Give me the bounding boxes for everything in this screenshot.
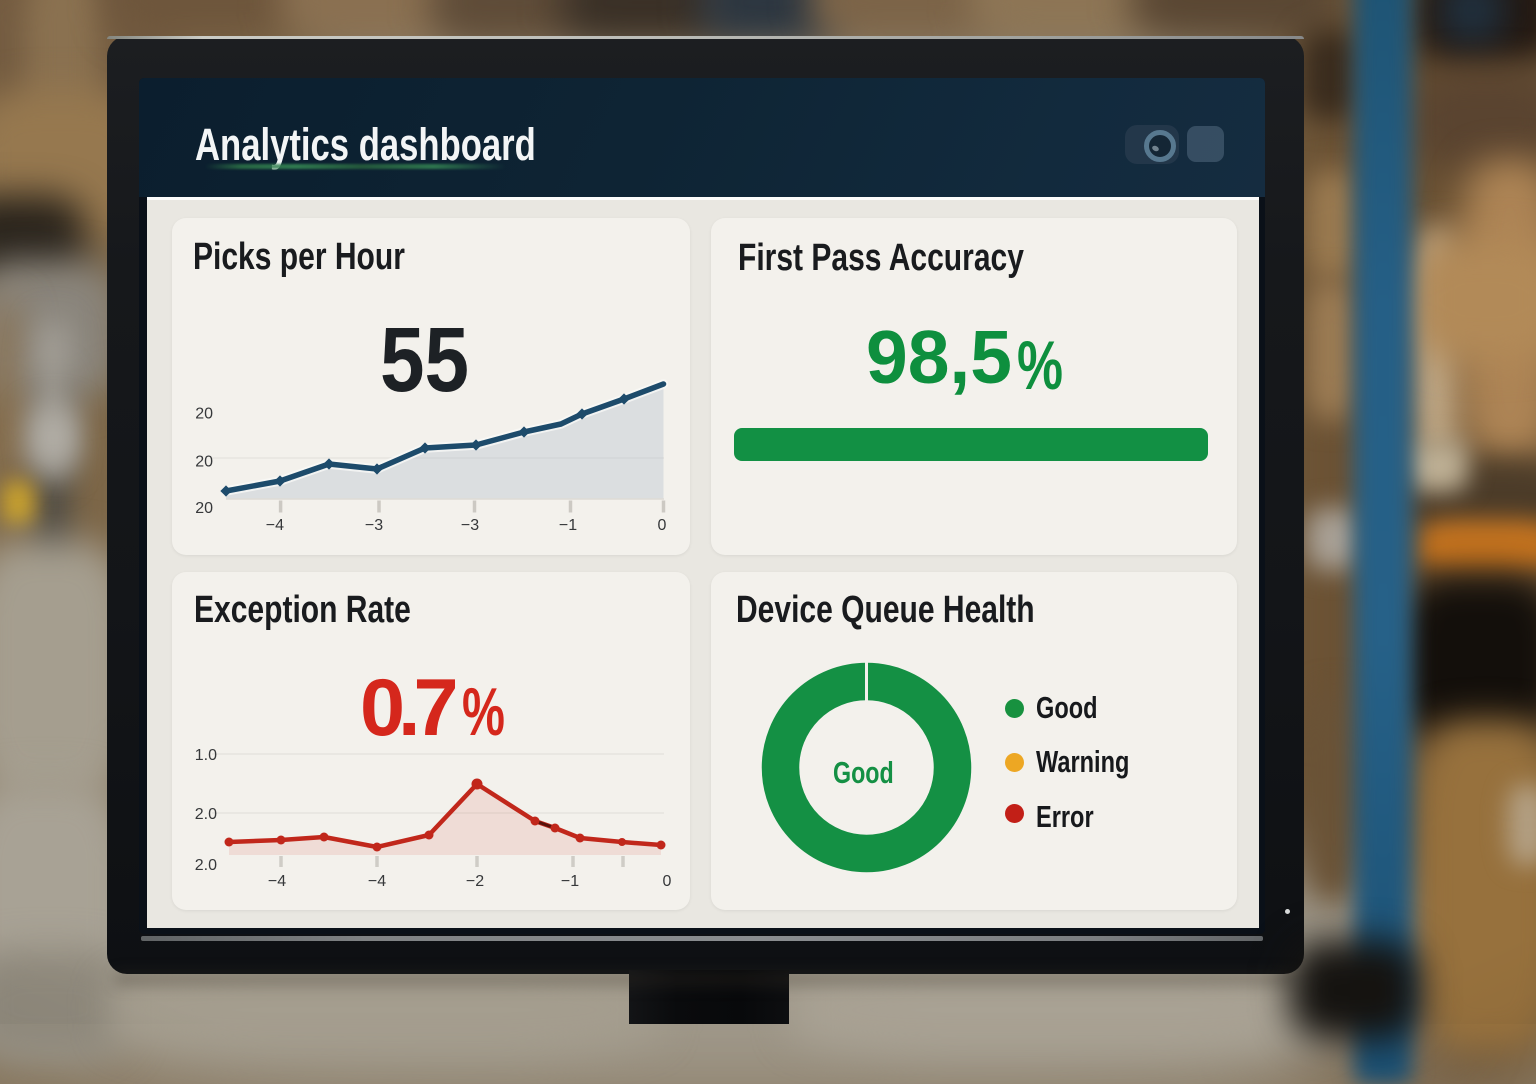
- svg-text:−3: −3: [365, 517, 383, 534]
- svg-text:2.0: 2.0: [195, 806, 217, 823]
- svg-text:20: 20: [195, 406, 213, 423]
- svg-text:20: 20: [195, 453, 213, 470]
- svg-text:−1: −1: [561, 873, 579, 890]
- svg-text:−2: −2: [466, 873, 484, 890]
- svg-text:−4: −4: [268, 873, 286, 890]
- svg-text:0: 0: [663, 873, 672, 890]
- svg-text:0: 0: [658, 517, 667, 534]
- svg-text:20: 20: [195, 500, 213, 517]
- svg-text:2.0: 2.0: [195, 857, 217, 874]
- svg-text:1.0: 1.0: [195, 747, 217, 764]
- svg-text:−3: −3: [461, 517, 479, 534]
- svg-text:−4: −4: [266, 517, 284, 534]
- svg-text:−1: −1: [559, 517, 577, 534]
- svg-text:−4: −4: [368, 873, 386, 890]
